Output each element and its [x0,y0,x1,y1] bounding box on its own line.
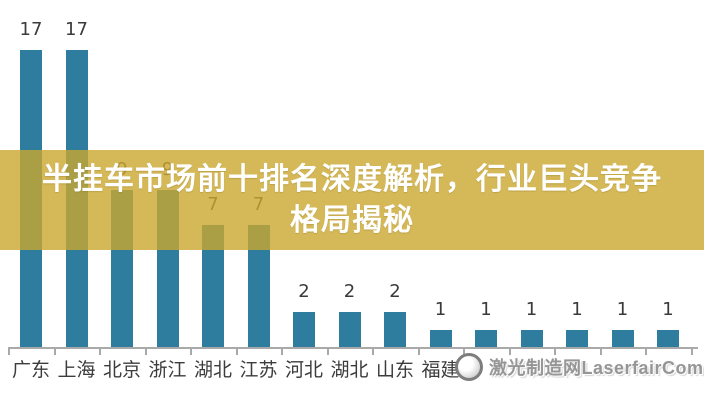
x-axis-tick [144,347,147,355]
x-axis-label: 河北 [284,360,323,381]
bar [611,329,634,347]
x-axis-tick [645,347,648,355]
x-axis-label: 北京 [102,360,141,381]
bar [247,224,270,347]
x-axis-tick [690,347,693,355]
x-axis-tick [372,347,375,355]
x-axis-tick [554,347,557,355]
x-axis-tick [599,347,602,355]
bar-value-label: 2 [298,281,310,303]
x-axis-line [8,347,698,349]
x-axis-label: 湖北 [193,360,232,381]
banner-title-line1: 半挂车市场前十排名深度解析，行业巨头竞争 [42,163,662,196]
bar [202,224,224,347]
bar-value-label: 2 [389,281,401,303]
x-axis-label: 湖北 [330,360,369,381]
bar-value-label: 1 [616,298,629,320]
banner-title-line2: 格局揭秘 [290,204,414,237]
bar-value-label: 1 [480,298,492,320]
bar-value-label: 17 [19,19,43,40]
x-axis-label: 江苏 [239,360,278,381]
x-axis-label: 山东 [375,360,414,381]
bar-value-label: 17 [65,19,88,40]
x-axis-tick [8,347,11,355]
bar-value-label: 1 [525,298,538,320]
x-axis-tick [235,347,238,355]
bar [657,329,679,347]
x-axis-tick [190,347,193,355]
x-axis-tick [417,347,420,355]
x-axis-tick [53,347,56,355]
watermark-logo-icon [455,353,483,381]
bar-value-label: 2 [343,281,356,303]
x-axis-label: 浙江 [148,360,187,381]
bar [475,329,497,347]
x-axis-label: 福建 [421,360,460,381]
title-banner: 半挂车市场前十排名深度解析，行业巨头竞争 格局揭秘 [0,150,704,250]
x-axis-tick [508,347,511,355]
x-axis-tick [281,347,284,355]
watermark-text: 激光制造网LaserfairCom [489,358,704,378]
bar [566,329,588,347]
bar-value-label: 1 [571,298,583,320]
bar-value-label: 1 [434,298,447,320]
x-axis-tick [326,347,329,355]
bar [429,329,452,347]
x-axis-label: 广东 [11,360,50,381]
watermark: 激光制造网LaserfairCom [455,351,704,383]
x-axis-tick [99,347,102,355]
bar [520,329,543,347]
bar [384,312,406,347]
x-axis-label: 上海 [57,360,96,381]
bar-value-label: 1 [662,298,674,320]
x-axis-tick [463,347,466,355]
bar [338,312,361,347]
bar [293,312,315,347]
